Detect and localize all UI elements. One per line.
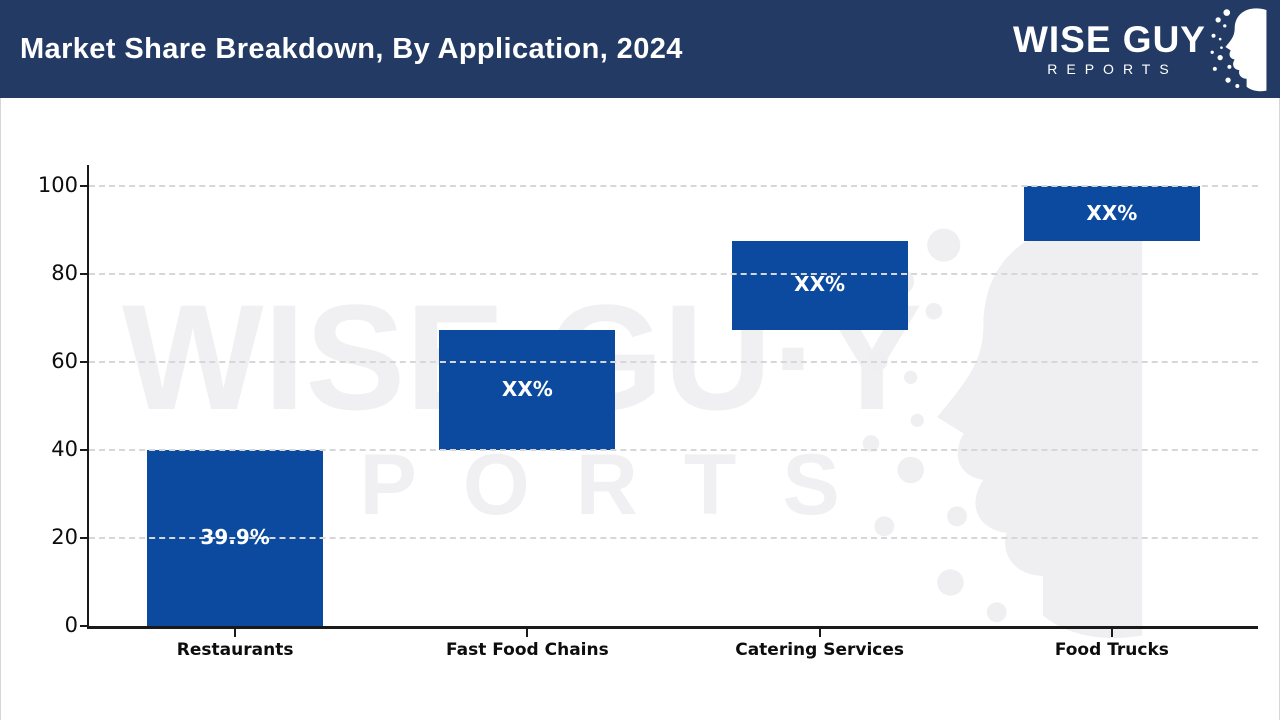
y-axis-tick-label: 20: [51, 525, 78, 549]
x-axis-tick: [818, 628, 821, 637]
y-axis-tick: [80, 625, 89, 627]
x-axis-line: [87, 626, 1258, 629]
x-axis-category-label: Restaurants: [176, 640, 294, 660]
logo-wordmark: WISE GUY: [1012, 19, 1206, 60]
x-axis-tick: [526, 628, 529, 637]
y-axis-tick-label: 0: [64, 613, 78, 637]
y-axis-tick: [80, 449, 89, 451]
bar-value-label: XX%: [794, 272, 846, 297]
gridline: [89, 185, 1258, 187]
brand-logo: WISE GUY REPORTS: [1013, 6, 1268, 92]
y-axis-tick: [80, 537, 89, 539]
gridline: [89, 449, 1258, 451]
x-axis-category-label: Fast Food Chains: [446, 640, 609, 660]
gridline: [89, 361, 1258, 363]
y-axis-tick-label: 80: [51, 261, 78, 285]
y-axis-tick: [80, 185, 89, 187]
gridline: [89, 537, 1258, 539]
logo-reports-text: REPORTS: [1047, 61, 1178, 77]
y-axis-tick-label: 100: [37, 173, 78, 197]
header-bar: Market Share Breakdown, By Application, …: [0, 0, 1280, 98]
y-axis-line: [87, 165, 89, 629]
logo-head-dots-icon: [1210, 8, 1267, 92]
y-axis-tick: [80, 273, 89, 275]
x-axis-category-label: Food Trucks: [1054, 640, 1169, 660]
bar-3: [731, 241, 908, 330]
y-axis-tick: [80, 361, 89, 363]
bar-value-label: XX%: [1086, 200, 1138, 225]
x-axis-tick: [234, 628, 237, 637]
y-axis-tick-label: 60: [51, 349, 78, 373]
y-axis-tick-label: 40: [51, 437, 78, 461]
bar-4: [1023, 186, 1200, 241]
bar-2: [439, 329, 616, 451]
gridline: [89, 273, 1258, 275]
chart-title: Market Share Breakdown, By Application, …: [20, 32, 683, 65]
x-axis-category-label: Catering Services: [735, 640, 905, 660]
bar-value-label: 39.9%: [200, 525, 270, 550]
bar-value-label: XX%: [501, 377, 553, 402]
x-axis-tick: [1110, 628, 1113, 637]
